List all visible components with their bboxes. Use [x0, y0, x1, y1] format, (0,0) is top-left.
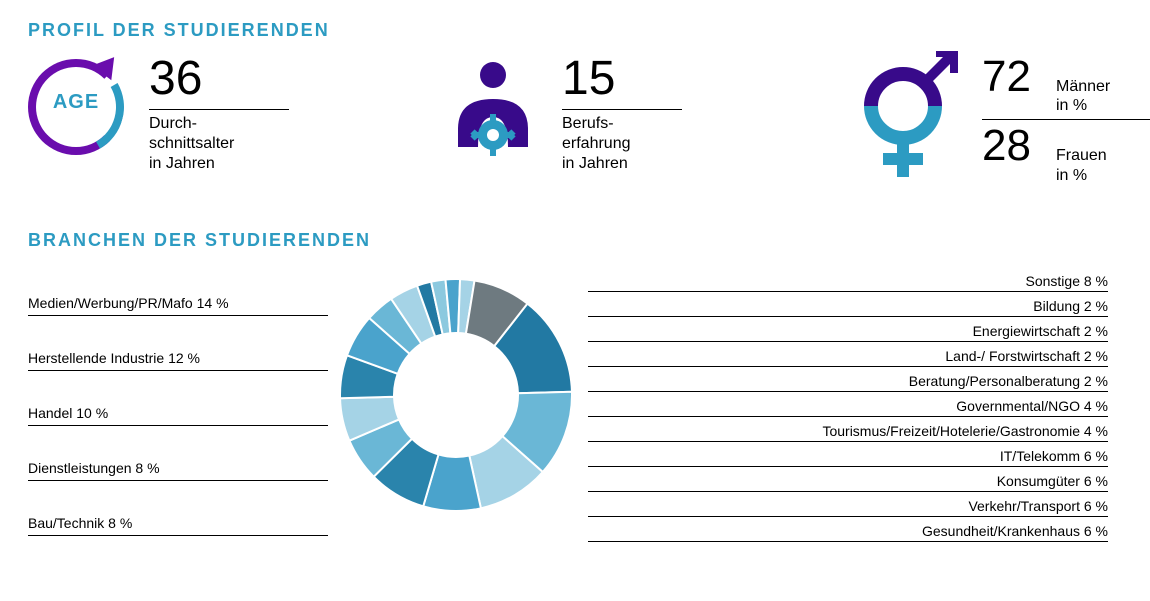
female-value: 28 [982, 124, 1050, 168]
industry-label-left: Dienstleistungen 8 % [28, 460, 328, 481]
industry-label-right: Bildung 2 % [588, 298, 1108, 317]
gender-combined-icon [858, 51, 958, 171]
male-label-l1: Männer [1056, 77, 1110, 96]
age-cycle-icon: AGE [28, 59, 124, 155]
stat-age-text: 36 Durch- schnittsalter in Jahren [149, 55, 289, 174]
left-labels: Medien/Werbung/PR/Mafo 14 % Herstellende … [28, 295, 328, 570]
right-labels: Sonstige 8 % Bildung 2 % Energiewirtschaft… [588, 273, 1108, 548]
female-label-l1: Frauen [1056, 146, 1107, 165]
profile-section: AGE 36 Durch- schnittsalter in Jahren [28, 55, 1122, 205]
industry-label-right: Land-/ Forstwirtschaft 2 % [588, 348, 1108, 367]
experience-label-l3: in Jahren [562, 154, 682, 174]
industry-label-right: Gesundheit/Krankenhaus 6 % [588, 523, 1108, 542]
stat-age: AGE 36 Durch- schnittsalter in Jahren [28, 55, 289, 174]
age-value: 36 [149, 55, 289, 103]
heading-profile: PROFIL DER STUDIERENDEN [28, 20, 330, 41]
stat-experience: 15 Berufs- erfahrung in Jahren [448, 55, 682, 174]
female-label-l2: in % [1056, 166, 1107, 185]
heading-industries: BRANCHEN DER STUDIERENDEN [28, 230, 371, 251]
industry-label-right: Beratung/Personalberatung 2 % [588, 373, 1108, 392]
experience-label-l1: Berufs- [562, 114, 682, 134]
industry-label-left: Herstellende Industrie 12 % [28, 350, 328, 371]
industry-label-right: IT/Telekomm 6 % [588, 448, 1108, 467]
age-label-l1: Durch- [149, 114, 289, 134]
industry-label-right: Sonstige 8 % [588, 273, 1108, 292]
stat-gender-text: 72 Männer in % 28 Frauen in % [982, 55, 1150, 185]
industry-label-right: Governmental/NGO 4 % [588, 398, 1108, 417]
donut-chart [338, 277, 574, 513]
stat-gender: 72 Männer in % 28 Frauen in % [858, 55, 1150, 185]
industry-label-right: Konsumgüter 6 % [588, 473, 1108, 492]
industry-label-left: Bau/Technik 8 % [28, 515, 328, 536]
industry-label-left: Medien/Werbung/PR/Mafo 14 % [28, 295, 328, 316]
experience-value: 15 [562, 55, 682, 103]
experience-label-l2: erfahrung [562, 134, 682, 154]
industry-label-left: Handel 10 % [28, 405, 328, 426]
stat-experience-text: 15 Berufs- erfahrung in Jahren [562, 55, 682, 174]
industries-section: Medien/Werbung/PR/Mafo 14 % Herstellende … [28, 265, 1122, 585]
worker-gear-icon [448, 57, 538, 157]
age-label-l2: schnittsalter [149, 134, 289, 154]
industry-label-right: Energiewirtschaft 2 % [588, 323, 1108, 342]
industry-label-right: Tourismus/Freizeit/Hotelerie/Gastronomie… [588, 423, 1108, 442]
male-value: 72 [982, 55, 1050, 99]
age-icon-label: AGE [28, 91, 124, 114]
age-label-l3: in Jahren [149, 154, 289, 174]
industry-label-right: Verkehr/Transport 6 % [588, 498, 1108, 517]
male-label-l2: in % [1056, 96, 1110, 115]
